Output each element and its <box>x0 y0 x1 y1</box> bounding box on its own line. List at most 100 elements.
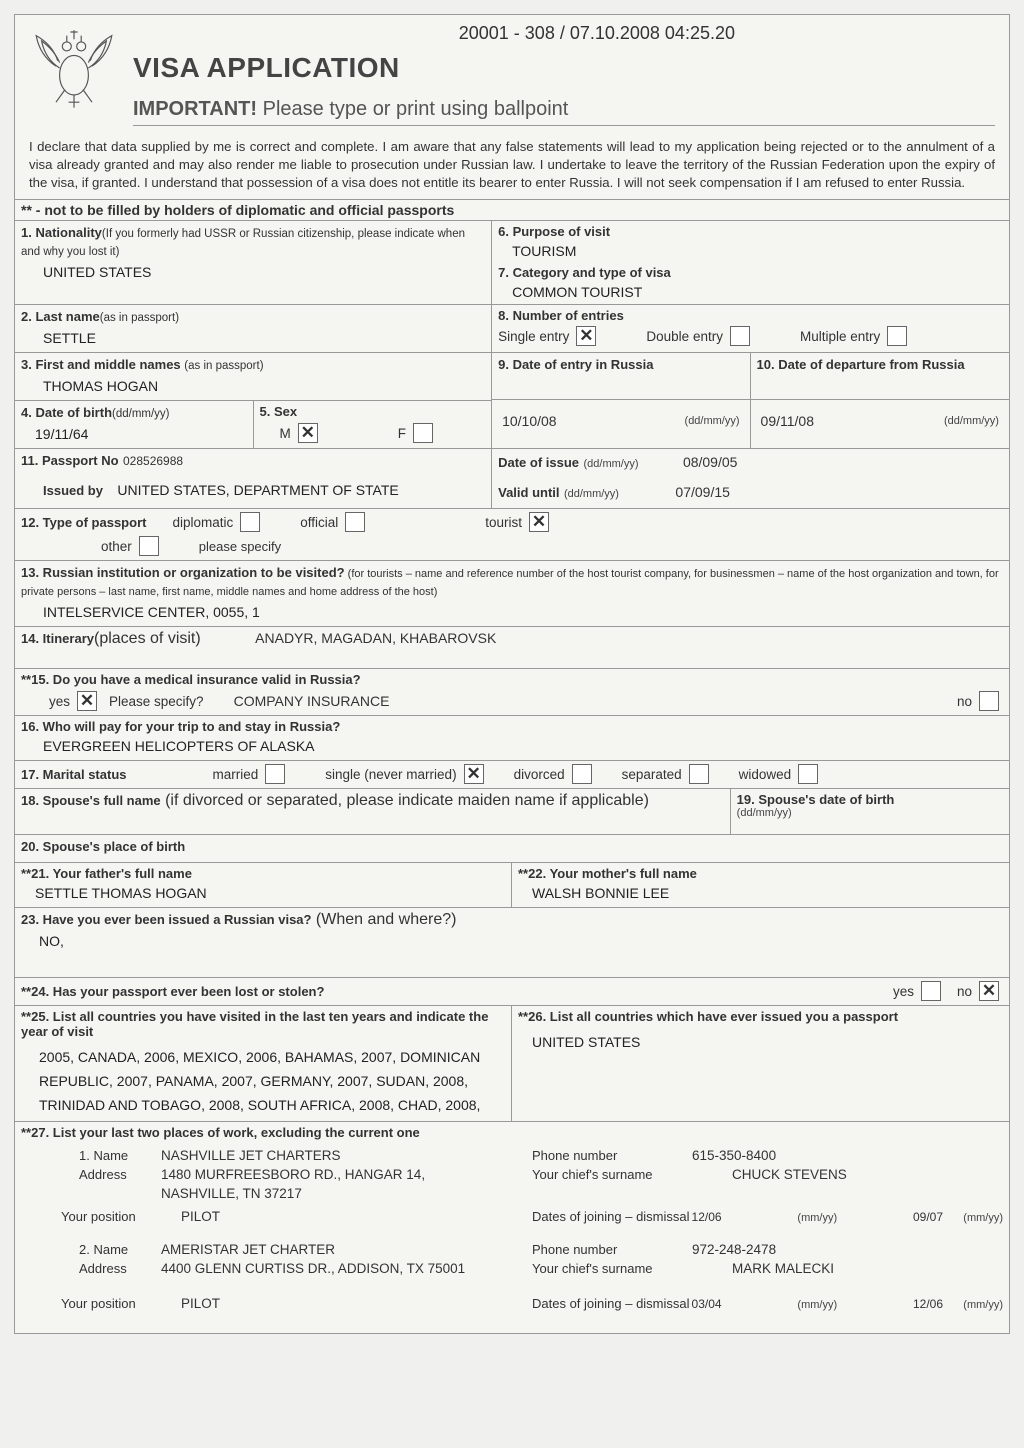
sex-m-label: M <box>280 426 291 441</box>
multiple-entry-checkbox[interactable] <box>887 326 907 346</box>
double-entry-checkbox[interactable] <box>730 326 750 346</box>
f4-value[interactable]: 19/11/64 <box>21 422 247 444</box>
f2-hint: (as in passport) <box>100 312 179 324</box>
w2-mm2: (mm/yy) <box>943 1299 1003 1311</box>
w1-name[interactable]: NASHVILLE JET CHARTERS <box>161 1148 532 1163</box>
w1-mm1: (mm/yy) <box>722 1212 913 1224</box>
f2-value[interactable]: SETTLE <box>21 326 485 348</box>
field-entries: 8. Number of entries Single entry✕ Doubl… <box>492 305 1009 353</box>
lost-yes-checkbox[interactable] <box>921 981 941 1001</box>
lost-no-checkbox[interactable]: ✕ <box>979 981 999 1001</box>
f11-valid[interactable]: 07/09/15 <box>623 484 730 500</box>
f11-valid-label: Valid until <box>498 485 559 500</box>
widowed-checkbox[interactable] <box>798 764 818 784</box>
f11-issued[interactable]: UNITED STATES, DEPARTMENT OF STATE <box>107 482 398 498</box>
divorced-checkbox[interactable] <box>572 764 592 784</box>
w1-chief[interactable]: CHUCK STEVENS <box>692 1167 847 1182</box>
f26-label: **26. List all countries which have ever… <box>518 1009 1003 1024</box>
field-itinerary: 14. Itinerary(places of visit) ANADYR, M… <box>15 627 1009 669</box>
w1-chief-label: Your chief's surname <box>532 1167 692 1182</box>
field-nationality: 1. Nationality(If you formerly had USSR … <box>15 221 492 305</box>
w1-addr1[interactable]: 1480 MURFREESBORO RD., HANGAR 14, <box>161 1167 532 1182</box>
w1-dismiss[interactable]: 09/07 <box>913 1210 943 1224</box>
f8-single-label: Single entry <box>498 329 569 344</box>
w2-dismiss[interactable]: 12/06 <box>913 1297 943 1311</box>
f11-value[interactable]: 028526988 <box>123 454 183 468</box>
f20-label: 20. Spouse's place of birth <box>21 839 185 854</box>
f1-value[interactable]: UNITED STATES <box>21 260 485 282</box>
separated-checkbox[interactable] <box>689 764 709 784</box>
f24-label: **24. Has your passport ever been lost o… <box>21 984 324 999</box>
f25-l2[interactable]: REPUBLIC, 2007, PANAMA, 2007, GERMANY, 2… <box>21 1069 505 1093</box>
f16-value[interactable]: EVERGREEN HELICOPTERS OF ALASKA <box>21 734 1003 756</box>
f14-value[interactable]: ANADYR, MAGADAN, KHABAROVSK <box>205 630 496 646</box>
other-checkbox[interactable] <box>139 536 159 556</box>
sex-m-checkbox[interactable]: ✕ <box>298 423 318 443</box>
f11-doi[interactable]: 08/09/05 <box>643 454 738 470</box>
f10-dd: (dd/mm/yy) <box>944 415 999 427</box>
field-spouse-dob: 19. Spouse's date of birth (dd/mm/yy) <box>731 789 1009 835</box>
w2-phone-label: Phone number <box>532 1242 692 1257</box>
f1-label: 1. Nationality <box>21 225 102 240</box>
w1-phone[interactable]: 615-350-8400 <box>692 1148 776 1163</box>
w1-join[interactable]: 12/06 <box>690 1210 722 1224</box>
f9-value[interactable]: 10/10/08 <box>502 413 557 429</box>
sex-f-checkbox[interactable] <box>413 423 433 443</box>
f19-dd: (dd/mm/yy) <box>737 807 1003 819</box>
f25-l3[interactable]: TRINIDAD AND TOBAGO, 2008, SOUTH AFRICA,… <box>21 1093 505 1117</box>
f7-value[interactable]: COMMON TOURIST <box>498 280 1003 302</box>
f12-dipl: diplomatic <box>172 515 233 530</box>
f23-value[interactable]: NO, <box>21 929 1003 951</box>
w2-join[interactable]: 03/04 <box>690 1297 722 1311</box>
medical-yes-checkbox[interactable]: ✕ <box>77 691 97 711</box>
single-checkbox[interactable]: ✕ <box>464 764 484 784</box>
field-mother: **22. Your mother's full name WALSH BONN… <box>512 863 1009 908</box>
f11-label: 11. Passport No <box>21 453 119 468</box>
w1-name-label: 1. Name <box>61 1148 161 1163</box>
w1-addr2[interactable]: NASHVILLE, TN 37217 <box>161 1186 532 1201</box>
field-lastname: 2. Last name(as in passport) SETTLE <box>15 305 492 353</box>
f25-l1[interactable]: 2005, CANADA, 2006, MEXICO, 2006, BAHAMA… <box>21 1039 505 1069</box>
form-title: VISA APPLICATION <box>133 52 995 84</box>
f11-valid-dd: (dd/mm/yy) <box>564 488 619 500</box>
w2-name[interactable]: AMERISTAR JET CHARTER <box>161 1242 532 1257</box>
f13-value[interactable]: INTELSERVICE CENTER, 0055, 1 <box>21 600 1003 622</box>
field-passport-countries: **26. List all countries which have ever… <box>512 1006 1009 1122</box>
w1-dates-label: Dates of joining – dismissal <box>532 1209 690 1224</box>
f22-value[interactable]: WALSH BONNIE LEE <box>518 881 1003 903</box>
f9-value-cell: 10/10/08 (dd/mm/yy) <box>492 400 750 449</box>
f17-divorced: divorced <box>514 767 565 782</box>
f3-value[interactable]: THOMAS HOGAN <box>21 374 485 396</box>
married-checkbox[interactable] <box>265 764 285 784</box>
w2-dates-label: Dates of joining – dismissal <box>532 1296 690 1311</box>
field-firstname: 3. First and middle names (as in passpor… <box>15 353 492 400</box>
f6-value[interactable]: TOURISM <box>498 239 1003 261</box>
declaration-text: I declare that data supplied by me is co… <box>15 128 1009 200</box>
w2-pos[interactable]: PILOT <box>181 1296 532 1311</box>
f26-value[interactable]: UNITED STATES <box>518 1024 1003 1054</box>
medical-no-checkbox[interactable] <box>979 691 999 711</box>
diplomatic-checkbox[interactable] <box>240 512 260 532</box>
f2-label: 2. Last name <box>21 309 100 324</box>
field-lost-passport: **24. Has your passport ever been lost o… <box>15 978 1009 1006</box>
coat-of-arms-icon <box>29 23 119 113</box>
w1-pos[interactable]: PILOT <box>181 1209 532 1224</box>
field-institution: 13. Russian institution or organization … <box>15 561 1009 627</box>
f6-label: 6. Purpose of visit <box>498 224 1003 239</box>
f10-value[interactable]: 09/11/08 <box>761 413 814 429</box>
tourist-checkbox[interactable]: ✕ <box>529 512 549 532</box>
f21-value[interactable]: SETTLE THOMAS HOGAN <box>21 881 505 903</box>
w2-addr-label: Address <box>61 1261 161 1276</box>
sex-f-label: F <box>398 426 406 441</box>
f12-tour: tourist <box>485 515 522 530</box>
w2-chief[interactable]: MARK MALECKI <box>692 1261 834 1276</box>
f14-hint: (places of visit) <box>94 630 201 647</box>
official-checkbox[interactable] <box>345 512 365 532</box>
w2-addr1[interactable]: 4400 GLENN CURTISS DR., ADDISON, TX 7500… <box>161 1261 532 1276</box>
field-spouse-pob: 20. Spouse's place of birth <box>15 835 1009 863</box>
f5-label: 5. Sex <box>260 404 486 419</box>
f13-label: 13. Russian institution or organization … <box>21 565 345 580</box>
single-entry-checkbox[interactable]: ✕ <box>576 326 596 346</box>
f15-value[interactable]: COMPANY INSURANCE <box>234 693 390 709</box>
w2-phone[interactable]: 972-248-2478 <box>692 1242 776 1257</box>
